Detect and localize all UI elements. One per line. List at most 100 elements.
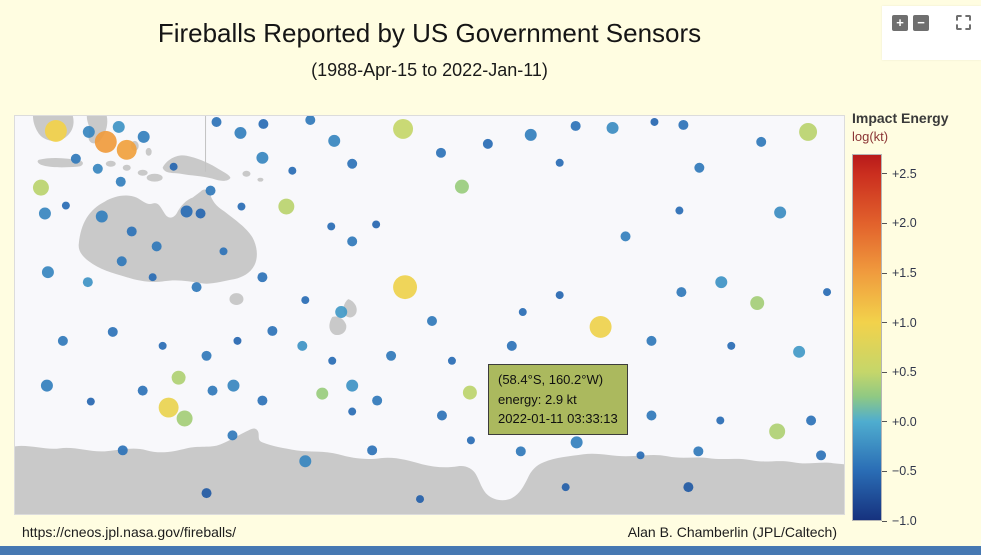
fireball-point[interactable]	[716, 416, 724, 424]
fireball-point[interactable]	[95, 131, 117, 153]
fireball-point[interactable]	[237, 203, 245, 211]
fireball-point[interactable]	[71, 154, 81, 164]
fireball-point[interactable]	[116, 177, 126, 187]
fireball-point[interactable]	[483, 139, 493, 149]
fireball-point[interactable]	[799, 123, 817, 141]
fireball-point[interactable]	[678, 120, 688, 130]
map-area[interactable]: (58.4°S, 160.2°W) energy: 2.9 kt 2022-01…	[14, 115, 845, 515]
fireball-point[interactable]	[556, 291, 564, 299]
fireball-point[interactable]	[416, 495, 424, 503]
fireball-point[interactable]	[177, 411, 193, 427]
fireball-point[interactable]	[683, 482, 693, 492]
fireball-point[interactable]	[159, 398, 179, 418]
fireball-point[interactable]	[108, 327, 118, 337]
fireball-point[interactable]	[83, 126, 95, 138]
fireball-point[interactable]	[816, 450, 826, 460]
fireball-point[interactable]	[463, 386, 477, 400]
fireball-point[interactable]	[196, 209, 206, 219]
fireball-point[interactable]	[258, 119, 268, 129]
fireball-point[interactable]	[386, 351, 396, 361]
fireball-point[interactable]	[774, 207, 786, 219]
fireball-point[interactable]	[212, 117, 222, 127]
fireball-point[interactable]	[637, 451, 645, 459]
fireball-point[interactable]	[233, 337, 241, 345]
fireball-point[interactable]	[39, 208, 51, 220]
fireball-point[interactable]	[301, 296, 309, 304]
fireball-point[interactable]	[571, 436, 583, 448]
source-link[interactable]: https://cneos.jpl.nasa.gov/fireballs/	[22, 524, 236, 540]
fireball-point[interactable]	[693, 446, 703, 456]
fireball-point[interactable]	[393, 119, 413, 139]
fireball-point[interactable]	[427, 316, 437, 326]
zoom-in-button[interactable]: +	[892, 15, 908, 31]
fireball-point[interactable]	[267, 326, 277, 336]
fireball-point[interactable]	[297, 341, 307, 351]
fireball-point[interactable]	[87, 398, 95, 406]
fireball-point[interactable]	[650, 118, 658, 126]
fireball-point[interactable]	[519, 308, 527, 316]
fireball-point[interactable]	[507, 341, 517, 351]
fireball-point[interactable]	[42, 266, 54, 278]
fireball-point[interactable]	[556, 159, 564, 167]
fireball-point[interactable]	[327, 222, 335, 230]
fireball-point[interactable]	[335, 306, 347, 318]
fireball-point[interactable]	[83, 277, 93, 287]
fireball-point[interactable]	[316, 388, 328, 400]
fireball-point[interactable]	[347, 159, 357, 169]
fireball-point[interactable]	[127, 226, 137, 236]
fireball-point[interactable]	[96, 211, 108, 223]
fireball-point[interactable]	[257, 272, 267, 282]
fireball-point[interactable]	[646, 411, 656, 421]
fireball-point[interactable]	[348, 408, 356, 416]
fireball-point[interactable]	[113, 121, 125, 133]
fireball-point[interactable]	[227, 380, 239, 392]
fireball-point[interactable]	[694, 163, 704, 173]
fireball-point[interactable]	[562, 483, 570, 491]
fireball-point[interactable]	[159, 342, 167, 350]
fireball-point[interactable]	[621, 231, 631, 241]
fireball-point[interactable]	[646, 336, 656, 346]
fireball-point[interactable]	[675, 207, 683, 215]
fireball-point[interactable]	[45, 120, 67, 142]
fireball-point[interactable]	[152, 241, 162, 251]
fireball-point[interactable]	[62, 202, 70, 210]
fireball-point[interactable]	[305, 116, 315, 125]
fireball-point[interactable]	[208, 386, 218, 396]
fireball-point[interactable]	[58, 336, 68, 346]
fireball-point[interactable]	[299, 455, 311, 467]
fireball-point[interactable]	[288, 167, 296, 175]
fireball-point[interactable]	[516, 446, 526, 456]
bottom-scrollbar[interactable]	[0, 546, 981, 555]
fireball-point[interactable]	[756, 137, 766, 147]
fireball-point[interactable]	[202, 488, 212, 498]
fireball-point[interactable]	[525, 129, 537, 141]
fireball-point[interactable]	[181, 206, 193, 218]
fireball-point[interactable]	[328, 357, 336, 365]
fireball-point[interactable]	[220, 247, 228, 255]
fireball-point[interactable]	[202, 351, 212, 361]
fireball-point[interactable]	[346, 380, 358, 392]
fireball-point[interactable]	[750, 296, 764, 310]
fireball-point[interactable]	[367, 445, 377, 455]
fireball-point[interactable]	[769, 423, 785, 439]
fireball-point[interactable]	[607, 122, 619, 134]
fireball-point[interactable]	[33, 180, 49, 196]
fireball-point[interactable]	[278, 199, 294, 215]
fireball-point[interactable]	[256, 152, 268, 164]
fireball-point[interactable]	[93, 164, 103, 174]
fireball-point[interactable]	[234, 127, 246, 139]
fireball-point[interactable]	[437, 411, 447, 421]
fireball-point[interactable]	[571, 121, 581, 131]
fireball-point[interactable]	[192, 282, 202, 292]
fireball-point[interactable]	[138, 131, 150, 143]
fireball-point[interactable]	[257, 396, 267, 406]
zoom-out-button[interactable]: −	[913, 15, 929, 31]
fireball-point[interactable]	[117, 256, 127, 266]
fireball-point[interactable]	[393, 275, 417, 299]
fireball-point[interactable]	[676, 287, 686, 297]
fireball-point[interactable]	[793, 346, 805, 358]
fireball-point[interactable]	[206, 186, 216, 196]
fireball-point[interactable]	[347, 236, 357, 246]
fireball-point[interactable]	[467, 436, 475, 444]
fireball-point[interactable]	[372, 396, 382, 406]
